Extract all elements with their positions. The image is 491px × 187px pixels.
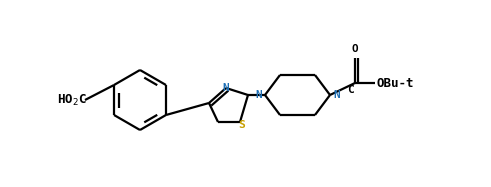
Text: O: O	[352, 44, 358, 54]
Text: S: S	[239, 120, 246, 130]
Text: N: N	[333, 90, 340, 100]
Text: C: C	[347, 85, 354, 95]
Text: N: N	[255, 90, 262, 100]
Text: N: N	[222, 83, 229, 93]
Text: OBu-t: OBu-t	[377, 76, 414, 90]
Text: HO$_2$C: HO$_2$C	[57, 92, 86, 108]
